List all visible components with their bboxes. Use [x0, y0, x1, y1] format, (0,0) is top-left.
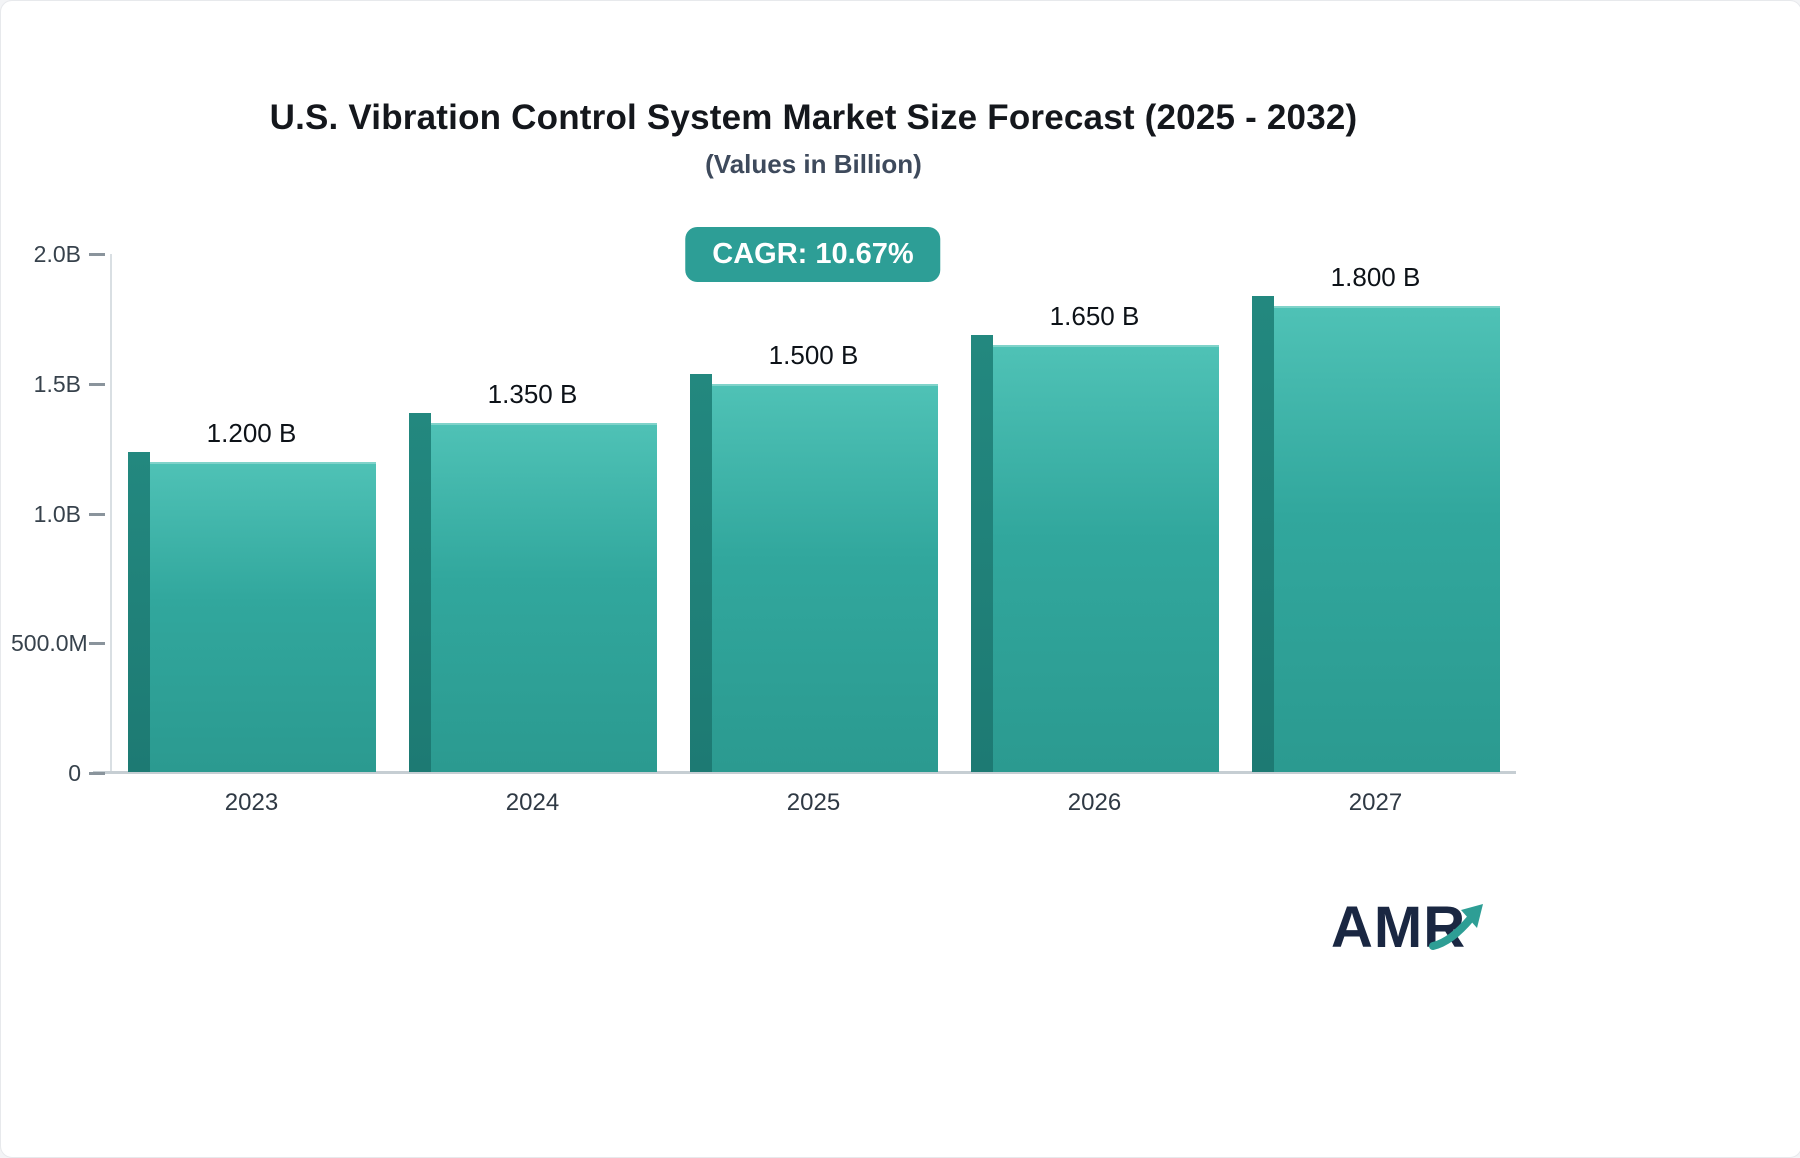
bar-side-face: [970, 334, 993, 772]
y-axis-tick-label: 1.0B: [33, 500, 81, 527]
y-axis-tick-label: 500.0M: [11, 630, 88, 657]
bar-side-face: [408, 412, 431, 772]
x-axis-label: 2023: [224, 789, 279, 816]
y-axis-tick-mark: [89, 253, 105, 256]
y-axis-tick-mark: [89, 772, 105, 775]
bar: [689, 373, 938, 772]
y-axis-line: [110, 254, 112, 773]
y-axis-tick-mark: [89, 382, 105, 386]
bar-side-face: [689, 373, 712, 772]
bar-side-face: [127, 451, 150, 772]
x-axis-label: 2026: [1067, 789, 1122, 816]
trend-arrow-icon: [1429, 904, 1483, 950]
amr-logo: AMR: [1331, 894, 1511, 974]
bar-value-label: 1.800 B: [1330, 261, 1421, 292]
cagr-badge: CAGR: 10.67%: [685, 227, 941, 282]
bar: [970, 334, 1219, 772]
y-axis-tick-label: 0: [68, 760, 81, 786]
bar-side-face: [1251, 295, 1274, 772]
bar: [1251, 295, 1500, 772]
amr-logo-text: AMR: [1331, 895, 1467, 960]
y-axis-tick-label: 1.5B: [33, 370, 81, 397]
bar-value-label: 1.350 B: [487, 378, 578, 409]
x-axis-line: [93, 771, 1516, 774]
y-axis-tick-label: 2.0B: [33, 241, 81, 267]
x-axis-label: 2027: [1348, 789, 1403, 816]
bar: [127, 451, 376, 772]
x-axis-label: 2025: [786, 789, 841, 816]
x-axis-label: 2024: [505, 789, 560, 816]
y-axis-tick-mark: [89, 512, 105, 516]
bar-value-label: 1.500 B: [768, 339, 859, 370]
page-title: U.S. Vibration Control System Market Siz…: [269, 98, 1358, 137]
bar-value-label: 1.200 B: [206, 417, 297, 448]
page-subtitle: (Values in Billion): [705, 149, 922, 179]
bar: [408, 412, 657, 772]
y-axis-tick-mark: [89, 642, 105, 646]
bar-value-label: 1.650 B: [1049, 300, 1140, 331]
